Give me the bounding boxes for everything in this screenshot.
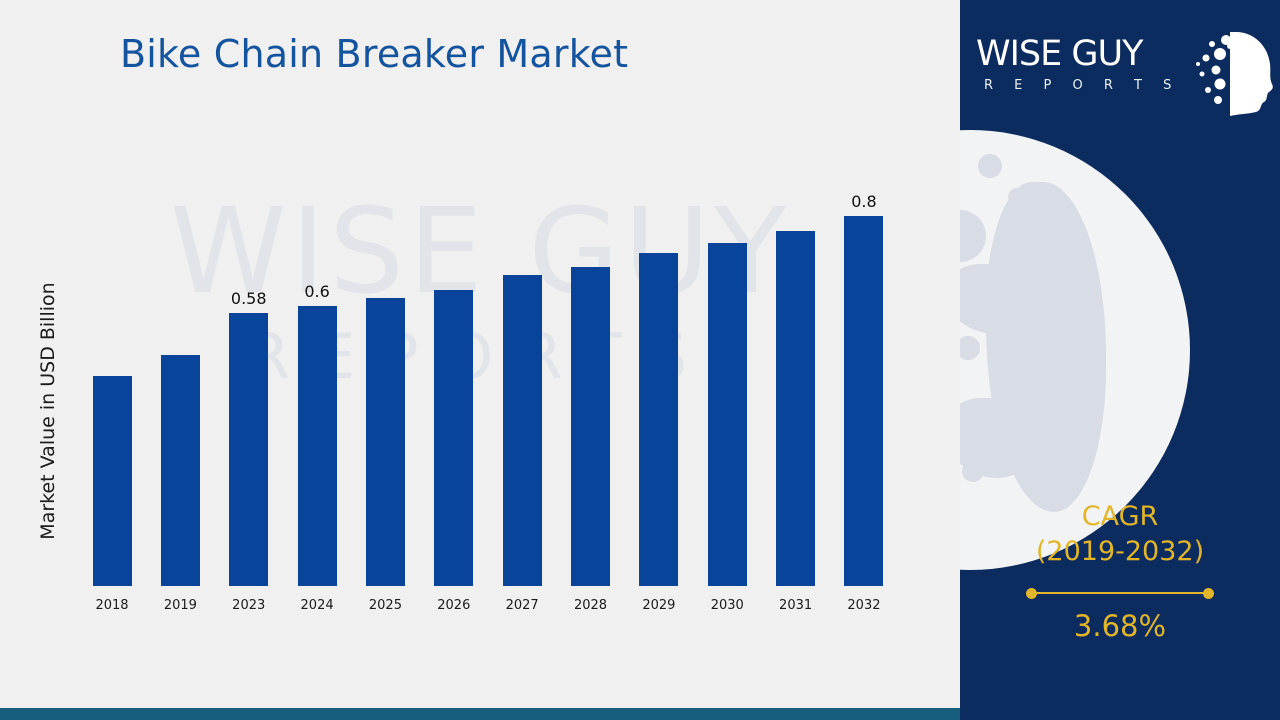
bar bbox=[92, 376, 132, 586]
bar bbox=[229, 313, 269, 586]
logo: WISE GUY R E P O R T S bbox=[970, 32, 1273, 116]
logo-subtitle: R E P O R T S bbox=[984, 78, 1180, 93]
bar-group: 0 bbox=[625, 150, 693, 586]
bar bbox=[707, 243, 747, 586]
x-axis-tick-label: 2018 bbox=[95, 598, 129, 613]
chart-title: Bike Chain Breaker Market bbox=[120, 32, 629, 76]
x-axis: 2018 2019 2023 2024 2025 2026 2027 2028 2029 2030… bbox=[78, 586, 898, 613]
x-axis-tick-label: 2032 bbox=[847, 598, 881, 613]
bar-value-label: 0.58 bbox=[230, 289, 267, 308]
cagr-value: 3.68% bbox=[1073, 609, 1167, 644]
bar bbox=[297, 306, 337, 586]
x-axis-tick-label: 2019 bbox=[163, 598, 197, 613]
bottom-accent-strip bbox=[0, 708, 960, 720]
cagr-range: (2019-2032) bbox=[1035, 535, 1205, 567]
cagr-title: CAGR bbox=[1081, 501, 1159, 532]
bar-group: 0 bbox=[78, 150, 146, 586]
y-axis-title: Market Value in USD Billion bbox=[37, 282, 59, 540]
bar-group: 0.6 bbox=[283, 150, 351, 586]
bar-group: 0 bbox=[557, 150, 625, 586]
brand-panel: WISE GUY R E P O R T S CAGR (2019-2032) bbox=[960, 0, 1280, 720]
logo-head-icon bbox=[1196, 32, 1273, 116]
cagr-block: CAGR (2019-2032) 3.68% bbox=[960, 500, 1280, 643]
bar-group: 0 bbox=[146, 150, 214, 586]
bar-group: 0 bbox=[762, 150, 830, 586]
chart-panel: WISE GUY REPORTS Bike Chain Breaker Mark… bbox=[0, 32, 960, 720]
bar-group: 0 bbox=[351, 150, 419, 586]
x-axis-tick-label: 2028 bbox=[573, 598, 608, 613]
bar-group: 0.8 bbox=[830, 150, 898, 586]
cagr-divider bbox=[1026, 587, 1214, 600]
plot-area: 000.580.600000000.8 bbox=[78, 150, 898, 586]
bar bbox=[776, 231, 816, 586]
divider-knob-right bbox=[1203, 588, 1214, 600]
x-axis-tick-label: 2023 bbox=[232, 598, 266, 613]
bar-value-label: 0.6 bbox=[304, 282, 330, 301]
bar bbox=[502, 275, 542, 586]
bar-value-label: 0.8 bbox=[851, 192, 877, 211]
logo-wordmark: WISE GUY bbox=[976, 34, 1144, 74]
bar-group: 0.58 bbox=[215, 150, 283, 586]
x-axis-tick-label: 2024 bbox=[300, 598, 334, 613]
x-axis-tick-label: 2030 bbox=[710, 598, 744, 613]
bar bbox=[639, 253, 679, 586]
bar-group: 0 bbox=[488, 150, 556, 586]
bar bbox=[844, 216, 884, 586]
divider-line bbox=[1030, 592, 1210, 595]
bar bbox=[434, 290, 474, 586]
bar-group: 0 bbox=[693, 150, 761, 586]
bar bbox=[365, 298, 405, 586]
x-axis-tick-label: 2026 bbox=[437, 598, 471, 613]
x-axis-tick-label: 2029 bbox=[642, 598, 676, 613]
bar-group: 0 bbox=[420, 150, 488, 586]
bar bbox=[571, 267, 611, 586]
bar bbox=[160, 355, 200, 586]
x-axis-tick-label: 2027 bbox=[505, 598, 539, 613]
bar-series: 000.580.600000000.8 bbox=[78, 150, 898, 586]
x-axis-tick-label: 2025 bbox=[368, 598, 402, 613]
x-axis-tick-label: 2031 bbox=[779, 598, 813, 613]
